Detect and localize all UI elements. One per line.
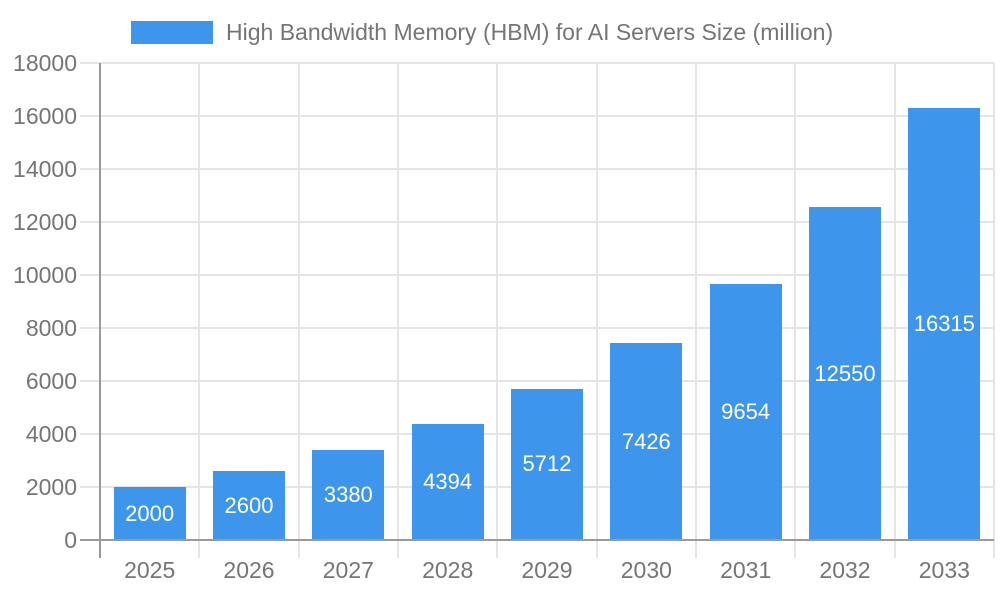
- bar-value-label: 5712: [522, 451, 572, 477]
- y-gridline: [80, 327, 994, 329]
- y-axis-line: [99, 63, 101, 558]
- bar: 16315: [908, 107, 981, 540]
- bar: 4394: [411, 423, 484, 540]
- bar-value-label: 7426: [621, 428, 671, 454]
- y-axis-tick-label: 2000: [25, 474, 77, 500]
- y-gridline: [80, 380, 994, 382]
- x-gridline: [595, 63, 598, 558]
- y-axis-tick-label: 18000: [13, 50, 77, 76]
- y-gridline: [80, 274, 994, 276]
- y-axis-tick-label: 16000: [13, 103, 77, 129]
- x-axis-tick-label: 2030: [620, 557, 672, 583]
- bar-value-label: 2000: [125, 500, 175, 526]
- x-gridline: [397, 63, 399, 558]
- x-gridline: [297, 63, 300, 558]
- y-gridline: [80, 221, 994, 223]
- y-gridline: [80, 168, 994, 170]
- x-gridline: [893, 63, 896, 558]
- legend-swatch: [131, 21, 213, 44]
- x-axis-line: [80, 539, 994, 541]
- bar: 2600: [213, 471, 285, 540]
- y-gridline: [80, 115, 994, 117]
- bar-value-label: 2600: [224, 492, 274, 518]
- y-axis-tick-label: 8000: [25, 315, 77, 341]
- y-axis-tick-label: 14000: [13, 156, 77, 182]
- chart-legend: High Bandwidth Memory (HBM) for AI Serve…: [131, 20, 833, 45]
- y-axis-tick-label: 12000: [13, 209, 77, 235]
- x-axis-tick-label: 2033: [918, 557, 970, 583]
- x-axis-tick-label: 2028: [422, 557, 474, 583]
- bar-value-label: 16315: [913, 310, 975, 336]
- x-axis-tick-label: 2031: [720, 557, 772, 583]
- bar-value-label: 9654: [721, 399, 771, 425]
- x-axis-tick-label: 2032: [819, 557, 871, 583]
- bar-value-label: 12550: [814, 360, 876, 386]
- x-axis-tick-label: 2025: [124, 557, 176, 583]
- y-axis-tick-label: 6000: [25, 368, 77, 394]
- x-gridline: [993, 63, 995, 558]
- bar: 9654: [709, 284, 782, 540]
- bar: 3380: [312, 450, 385, 540]
- x-gridline: [198, 63, 201, 558]
- bar: 7426: [610, 343, 683, 540]
- bar: 2000: [113, 487, 186, 540]
- bar-value-label: 4394: [423, 468, 473, 494]
- y-axis-tick-label: 10000: [13, 262, 77, 288]
- plot-area: 0 2000 4000 6000 8000 10000 12000 14000 16000 180…: [13, 50, 995, 583]
- bar: 5712: [511, 388, 583, 540]
- x-axis-tick-label: 2029: [521, 557, 573, 583]
- y-axis-tick-label: 4000: [25, 421, 77, 447]
- x-axis-tick-label: 2026: [223, 557, 275, 583]
- bar-value-label: 3380: [323, 482, 373, 508]
- y-gridline: [80, 62, 994, 64]
- legend-label: High Bandwidth Memory (HBM) for AI Serve…: [226, 19, 834, 45]
- x-gridline: [496, 63, 499, 558]
- bar: 12550: [809, 207, 881, 540]
- x-gridline: [695, 63, 697, 558]
- x-axis-tick-label: 2027: [322, 557, 374, 583]
- x-gridline: [794, 63, 797, 558]
- y-axis-tick-label: 0: [64, 527, 77, 553]
